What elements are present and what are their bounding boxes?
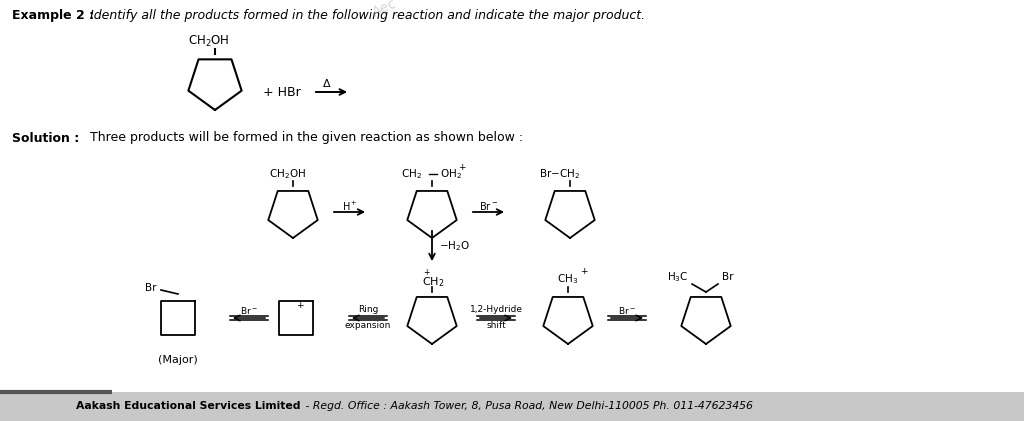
- Text: CH$_2$OH: CH$_2$OH: [268, 167, 305, 181]
- Text: H$^+$: H$^+$: [342, 200, 357, 213]
- Text: Example 2 :: Example 2 :: [12, 8, 94, 21]
- Text: CH$_2$: CH$_2$: [401, 167, 422, 181]
- Text: Ring: Ring: [357, 306, 378, 314]
- Text: - Regd. Office : Aakash Tower, 8, Pusa Road, New Delhi-110005 Ph. 011-47623456: - Regd. Office : Aakash Tower, 8, Pusa R…: [302, 401, 753, 411]
- Text: OH$_2$: OH$_2$: [440, 167, 462, 181]
- Text: shift: shift: [486, 322, 506, 330]
- Text: Δ: Δ: [324, 79, 331, 89]
- Text: CH$_2$OH: CH$_2$OH: [188, 33, 229, 48]
- Text: 1,2-Hydride: 1,2-Hydride: [469, 306, 522, 314]
- Text: CH$_3$: CH$_3$: [557, 272, 579, 286]
- Text: (Major): (Major): [158, 355, 198, 365]
- Bar: [0, 392, 1024, 421]
- Text: Br$^-$: Br$^-$: [240, 304, 258, 315]
- Text: Aakash Educational Services Limited: Aakash Educational Services Limited: [76, 401, 300, 411]
- Text: Br: Br: [145, 283, 157, 293]
- Text: +: +: [581, 266, 588, 275]
- Text: Aec: Aec: [371, 0, 399, 20]
- Text: Br$-$CH$_2$: Br$-$CH$_2$: [540, 167, 581, 181]
- Text: + HBr: + HBr: [263, 85, 301, 99]
- Text: Identify all the products formed in the following reaction and indicate the majo: Identify all the products formed in the …: [90, 8, 645, 21]
- Text: Br$^-$: Br$^-$: [479, 200, 498, 212]
- Text: expansion: expansion: [345, 322, 391, 330]
- Text: Br$^-$: Br$^-$: [618, 304, 636, 315]
- Text: Solution :: Solution :: [12, 131, 79, 144]
- Text: Br: Br: [722, 272, 734, 282]
- Text: $-$H$_2$O: $-$H$_2$O: [439, 239, 470, 253]
- Text: $\overset{+}{\text{C}}$H$_2$: $\overset{+}{\text{C}}$H$_2$: [422, 267, 444, 290]
- Text: +: +: [459, 163, 466, 171]
- Text: +: +: [296, 301, 304, 309]
- Text: H$_3$C: H$_3$C: [668, 270, 689, 284]
- Text: Three products will be formed in the given reaction as shown below :: Three products will be formed in the giv…: [90, 131, 523, 144]
